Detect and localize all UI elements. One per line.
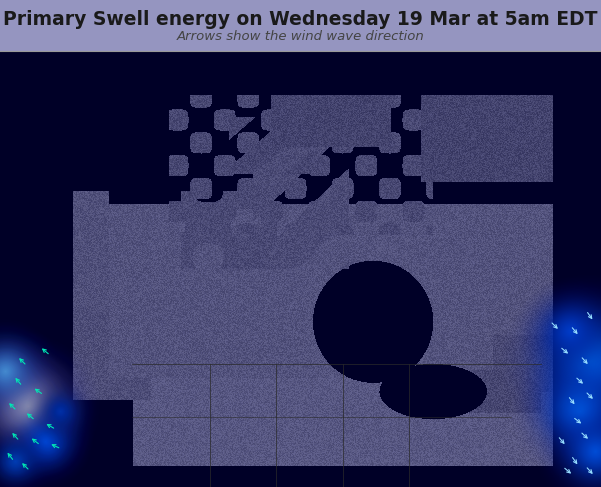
Text: Primary Swell energy on Wednesday 19 Mar at 5am EDT: Primary Swell energy on Wednesday 19 Mar… [3, 10, 598, 29]
Text: Arrows show the wind wave direction: Arrows show the wind wave direction [177, 30, 424, 43]
